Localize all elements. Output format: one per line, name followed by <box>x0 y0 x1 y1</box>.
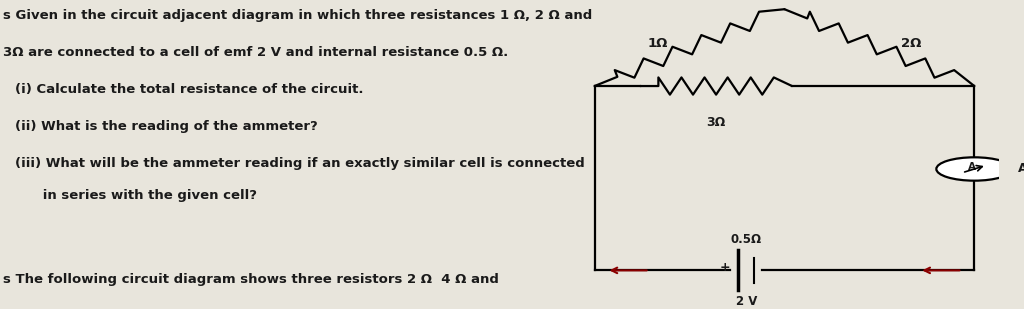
Circle shape <box>936 157 1013 181</box>
Text: s The following circuit diagram shows three resistors 2 Ω  4 Ω and: s The following circuit diagram shows th… <box>3 273 499 286</box>
Text: 2 V: 2 V <box>736 294 757 308</box>
Text: 2Ω: 2Ω <box>901 36 922 49</box>
Text: 3Ω: 3Ω <box>707 116 726 129</box>
Text: 0.5Ω: 0.5Ω <box>731 233 762 246</box>
Text: 3Ω are connected to a cell of emf 2 V and internal resistance 0.5 Ω.: 3Ω are connected to a cell of emf 2 V an… <box>3 46 508 59</box>
Text: +: + <box>719 261 730 274</box>
Text: (iii) What will be the ammeter reading if an exactly similar cell is connected: (iii) What will be the ammeter reading i… <box>15 157 585 170</box>
Text: A: A <box>1018 163 1024 176</box>
Text: in series with the given cell?: in series with the given cell? <box>15 189 257 202</box>
Text: A: A <box>968 162 976 172</box>
Text: s Given in the circuit adjacent diagram in which three resistances 1 Ω, 2 Ω and: s Given in the circuit adjacent diagram … <box>3 9 592 22</box>
Text: 1Ω: 1Ω <box>647 36 668 49</box>
Text: (i) Calculate the total resistance of the circuit.: (i) Calculate the total resistance of th… <box>15 83 364 96</box>
Text: (ii) What is the reading of the ammeter?: (ii) What is the reading of the ammeter? <box>15 120 317 133</box>
